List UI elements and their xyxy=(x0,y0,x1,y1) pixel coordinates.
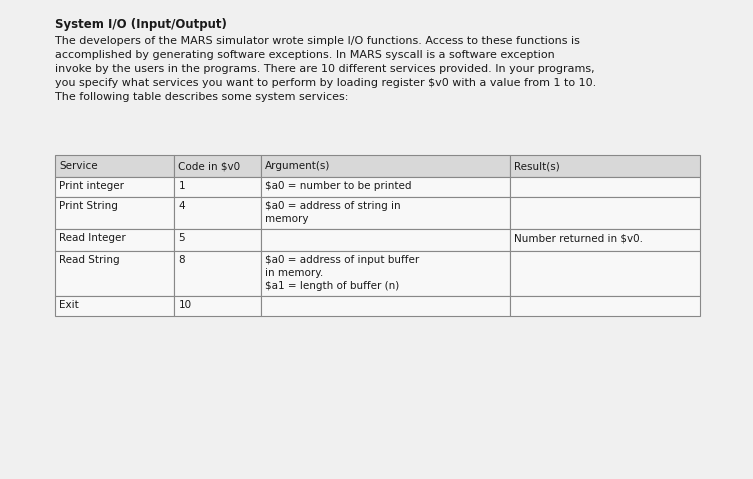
Text: 1: 1 xyxy=(178,181,185,191)
Bar xyxy=(55,251,175,296)
Bar xyxy=(261,296,510,316)
Text: Result(s): Result(s) xyxy=(514,161,559,171)
Bar xyxy=(510,229,700,251)
Text: 4: 4 xyxy=(178,201,185,211)
Bar xyxy=(175,155,261,177)
Bar xyxy=(55,229,175,251)
Text: $a0 = number to be printed: $a0 = number to be printed xyxy=(265,181,412,191)
Text: The developers of the MARS simulator wrote simple I/O functions. Access to these: The developers of the MARS simulator wro… xyxy=(55,36,596,102)
Text: 8: 8 xyxy=(178,255,185,265)
Bar xyxy=(510,296,700,316)
Bar xyxy=(55,197,175,229)
Bar xyxy=(55,177,175,197)
Text: Read Integer: Read Integer xyxy=(59,233,126,243)
Bar xyxy=(261,229,510,251)
Text: $a0 = address of input buffer
in memory.
$a1 = length of buffer (n): $a0 = address of input buffer in memory.… xyxy=(265,255,419,291)
Text: Print String: Print String xyxy=(59,201,118,211)
Bar xyxy=(175,177,261,197)
Text: 10: 10 xyxy=(178,300,191,310)
Bar xyxy=(175,296,261,316)
Bar xyxy=(55,296,175,316)
Text: Service: Service xyxy=(59,161,98,171)
Text: Read String: Read String xyxy=(59,255,120,265)
Text: $a0 = address of string in
memory: $a0 = address of string in memory xyxy=(265,201,401,224)
Text: Exit: Exit xyxy=(59,300,79,310)
Bar xyxy=(261,251,510,296)
Text: 5: 5 xyxy=(178,233,185,243)
Bar xyxy=(175,251,261,296)
Bar xyxy=(510,197,700,229)
Bar xyxy=(55,155,175,177)
Bar xyxy=(510,155,700,177)
Bar xyxy=(175,197,261,229)
Bar xyxy=(510,177,700,197)
Text: Print integer: Print integer xyxy=(59,181,124,191)
Text: Number returned in $v0.: Number returned in $v0. xyxy=(514,233,643,243)
Bar xyxy=(175,229,261,251)
Bar xyxy=(261,155,510,177)
Text: System I/O (Input/Output): System I/O (Input/Output) xyxy=(55,18,227,31)
Bar xyxy=(261,177,510,197)
Bar xyxy=(261,197,510,229)
Text: Argument(s): Argument(s) xyxy=(265,161,331,171)
Text: Code in $v0: Code in $v0 xyxy=(178,161,240,171)
Bar xyxy=(510,251,700,296)
